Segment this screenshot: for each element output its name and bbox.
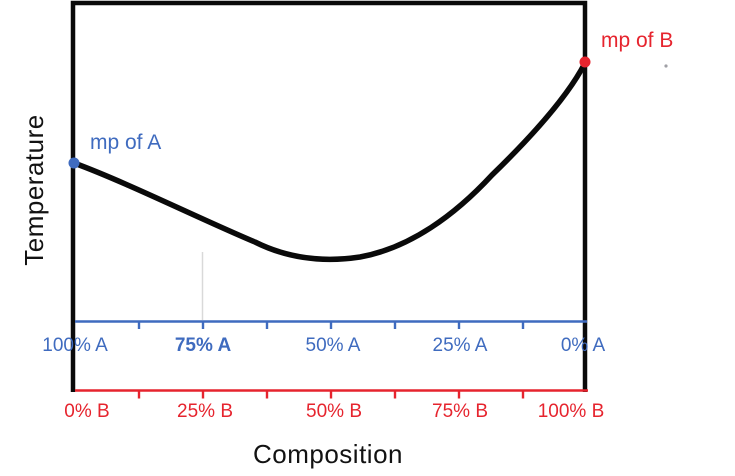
stray-speck — [664, 64, 668, 68]
tick-label-50-percent-A: 50% A — [305, 335, 361, 356]
mp-of-b-label: mp of B — [601, 29, 674, 52]
tick-label-75-percent-A: 75% A — [174, 335, 232, 356]
tick-label-25-percent-B: 25% B — [177, 401, 233, 422]
y-axis-title: Temperature — [19, 114, 49, 266]
red-axis-ticks — [137, 391, 525, 399]
blue-axis-ticks — [137, 322, 525, 329]
tick-label-50-percent-B: 50% B — [306, 401, 362, 422]
melting-curve — [71, 60, 588, 263]
tick-label-75-percent-B: 75% B — [432, 401, 488, 422]
tick-label-25-percent-A: 25% A — [432, 335, 488, 356]
tick-label-100-percent-B: 100% B — [537, 401, 605, 422]
tick-label-0-percent-B: 0% B — [64, 401, 110, 422]
mp-of-a-label: mp of A — [90, 131, 162, 154]
tick-label-0-percent-A: 0% A — [560, 335, 606, 356]
mp-of-a-point — [68, 157, 80, 169]
plot-border — [70, 0, 588, 392]
x-axis-title: Composition — [252, 439, 404, 469]
tick-label-100-percent-A: 100% A — [42, 335, 108, 356]
mp-of-b-point — [579, 56, 591, 68]
